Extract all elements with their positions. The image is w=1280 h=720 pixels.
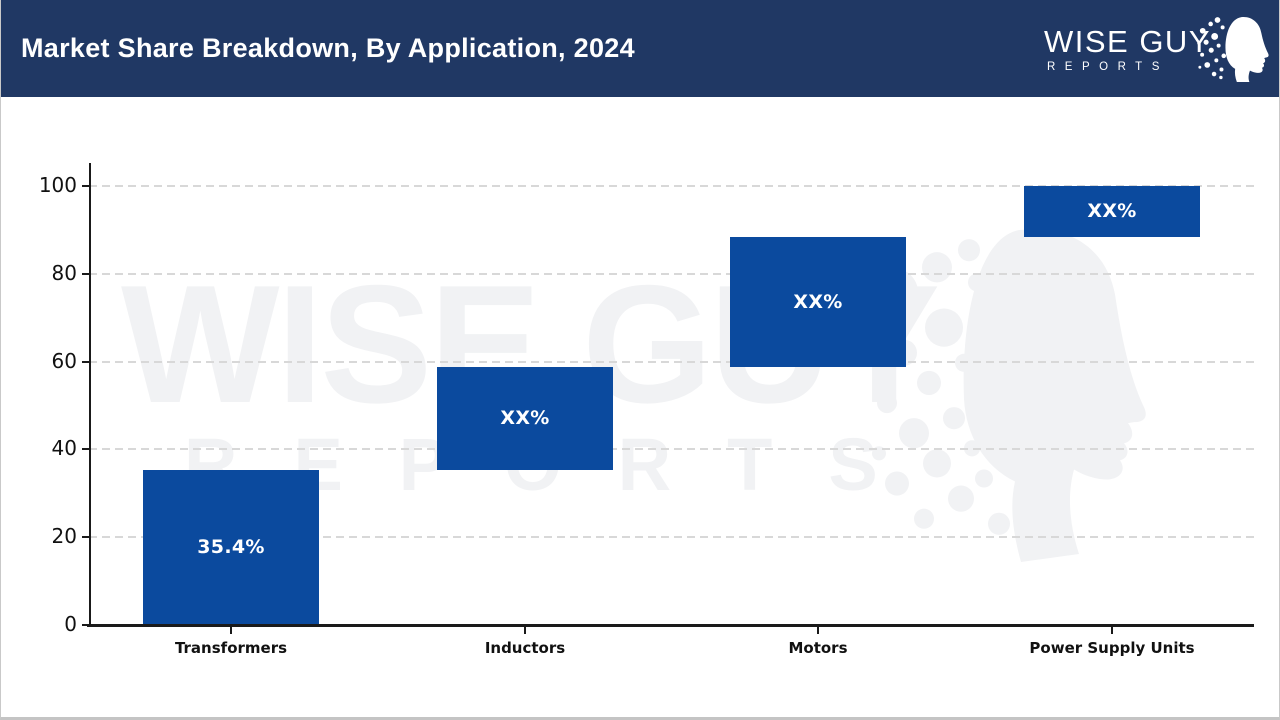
- gridline-60: [89, 360, 1254, 363]
- gridline-100: [89, 185, 1254, 187]
- category-label: Motors: [788, 639, 848, 657]
- bar-value-label: XX%: [1087, 200, 1137, 223]
- logo-name: WISE GUY: [1043, 23, 1211, 59]
- y-tick-mark: [82, 185, 91, 187]
- y-axis: [89, 163, 91, 626]
- y-tick-label: 20: [51, 524, 77, 549]
- y-tick-mark: [82, 448, 91, 451]
- gridline-80: [89, 272, 1254, 275]
- bar-segment-power-supply-units: XX%: [1024, 186, 1200, 237]
- page-title: Market Share Breakdown, By Application, …: [21, 33, 635, 63]
- header-bar: Market Share Breakdown, By Application, …: [1, 0, 1279, 97]
- x-axis: [87, 624, 1254, 627]
- gridline-20: [89, 536, 1254, 539]
- gridline-40: [89, 448, 1254, 451]
- y-tick-mark: [82, 624, 91, 626]
- category-label: Inductors: [484, 639, 566, 657]
- category-label: Power Supply Units: [1029, 639, 1195, 657]
- wise-guy-reports-logo: WISE GUY REPORTS: [1044, 6, 1271, 92]
- x-tick-mark: [1111, 627, 1113, 634]
- y-tick-mark: [82, 360, 91, 363]
- logo-subname: REPORTS: [1046, 60, 1169, 73]
- category-label: Transformers: [174, 639, 288, 657]
- logo-text: WISE GUY REPORTS: [1044, 26, 1211, 73]
- y-tick-label: 100: [38, 173, 77, 197]
- bar-segment-inductors: XX%: [437, 366, 613, 470]
- bar-segment-motors: XX%: [730, 236, 906, 367]
- y-tick-label: 60: [51, 348, 77, 373]
- bar-value-label: XX%: [500, 407, 550, 430]
- y-tick-label: 0: [64, 612, 77, 636]
- x-tick-mark: [524, 627, 526, 634]
- y-tick-label: 80: [51, 260, 77, 285]
- bar-value-label: 35.4%: [197, 536, 265, 559]
- bar-value-label: XX%: [793, 290, 843, 313]
- y-tick-mark: [82, 272, 91, 275]
- logo-head-icon: [1197, 16, 1269, 83]
- y-tick-label: 40: [51, 436, 77, 461]
- bar-segment-transformers: 35.4%: [143, 469, 319, 625]
- x-tick-mark: [817, 627, 819, 634]
- x-tick-mark: [230, 627, 232, 634]
- y-tick-mark: [82, 536, 91, 539]
